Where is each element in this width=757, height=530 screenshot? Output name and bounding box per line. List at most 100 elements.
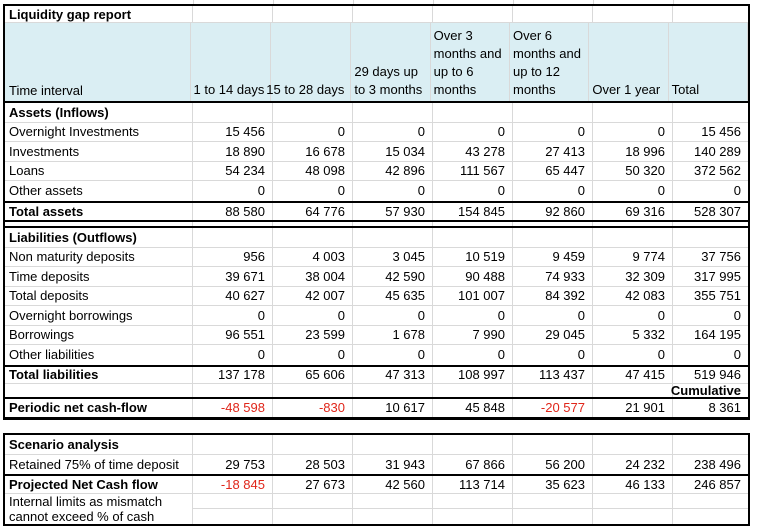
other-liabilities-value-2[interactable]: 0 [273, 345, 353, 365]
other-assets-value-1[interactable]: 0 [193, 181, 273, 201]
total-liabilities-value-3[interactable]: 47 313 [353, 366, 433, 384]
liabilities-section-value-4[interactable] [433, 228, 513, 248]
cell[interactable] [593, 6, 673, 23]
borrowings-label[interactable]: Borrowings [5, 325, 193, 345]
total-assets-value-5[interactable]: 92 860 [513, 202, 593, 220]
col-over-3-to-6-months[interactable]: Over 3 months and up to 6 months [431, 23, 510, 101]
overnight-borrowings-value-4[interactable]: 0 [433, 306, 513, 326]
investments-value-2[interactable]: 16 678 [273, 142, 353, 162]
time-deposits-value-3[interactable]: 42 590 [353, 267, 433, 287]
other-liabilities-value-4[interactable]: 0 [433, 345, 513, 365]
section-spacer-value-2[interactable] [273, 222, 353, 226]
total-deposits-value-5[interactable]: 84 392 [513, 286, 593, 306]
internal-limits-line-1-value-7[interactable] [673, 494, 748, 509]
retained-time-deposit-value-7[interactable]: 238 496 [694, 456, 741, 472]
cell[interactable] [193, 6, 273, 23]
total-liabilities-value-1[interactable]: 137 178 [193, 366, 273, 384]
other-assets-label[interactable]: Other assets [5, 181, 193, 201]
loans-value-3[interactable]: 42 896 [353, 161, 433, 181]
time-deposits-value-2[interactable]: 38 004 [273, 267, 353, 287]
time-deposits-value-1[interactable]: 39 671 [193, 267, 273, 287]
assets-section-value-7[interactable] [673, 103, 748, 123]
overnight-borrowings-value-3[interactable]: 0 [353, 306, 433, 326]
section-spacer-value-1[interactable] [193, 222, 273, 226]
total-assets-value-3[interactable]: 57 930 [353, 202, 433, 220]
total-assets-value-2[interactable]: 64 776 [273, 202, 353, 220]
cumulative-label-row-value-7[interactable]: Cumulative [670, 383, 741, 398]
total-deposits-value-2[interactable]: 42 007 [273, 286, 353, 306]
other-assets-value-4[interactable]: 0 [433, 181, 513, 201]
scenario-section-value-1[interactable] [193, 435, 273, 455]
projected-net-cash-flow-value-1[interactable]: -18 845 [193, 476, 273, 494]
total-assets-value-1[interactable]: 88 580 [193, 202, 273, 220]
overnight-investments-value-5[interactable]: 0 [513, 122, 593, 142]
investments-value-6[interactable]: 18 996 [593, 142, 673, 162]
cell[interactable] [513, 6, 593, 23]
loans-value-6[interactable]: 50 320 [593, 161, 673, 181]
time-deposits-value-6[interactable]: 32 309 [593, 267, 673, 287]
internal-limits-line-1-value-5[interactable] [513, 493, 593, 509]
time-deposits-value-5[interactable]: 74 933 [513, 267, 593, 287]
internal-limits-line-1-value-2[interactable] [273, 493, 353, 509]
cell[interactable] [273, 6, 353, 23]
retained-time-deposit-value-2[interactable]: 28 503 [273, 454, 353, 474]
overnight-borrowings-value-1[interactable]: 0 [193, 306, 273, 326]
overnight-borrowings-value-7[interactable]: 0 [673, 306, 748, 326]
total-deposits-value-4[interactable]: 101 007 [433, 286, 513, 306]
section-spacer-value-6[interactable] [593, 222, 673, 226]
internal-limits-line-1-label[interactable]: Internal limits as mismatch [5, 493, 193, 509]
cumulative-label-row-value-5[interactable] [513, 384, 593, 397]
periodic-net-cash-flow-value-5[interactable]: -20 577 [513, 399, 593, 417]
cumulative-label-row-value-6[interactable] [593, 384, 673, 397]
scenario-section-value-5[interactable] [513, 435, 593, 455]
cell[interactable] [673, 6, 748, 23]
col-29-days-to-3-months[interactable]: 29 days up to 3 months [351, 23, 431, 101]
scenario-section-value-4[interactable] [433, 435, 513, 455]
scenario-section-value-3[interactable] [353, 435, 433, 455]
col-15-to-28-days[interactable]: 15 to 28 days [266, 23, 352, 101]
loans-label[interactable]: Loans [5, 161, 193, 181]
liabilities-section-value-5[interactable] [513, 228, 593, 248]
total-assets-value-4[interactable]: 154 845 [433, 202, 513, 220]
other-liabilities-value-7[interactable]: 0 [733, 347, 741, 363]
loans-value-5[interactable]: 65 447 [513, 161, 593, 181]
assets-section-value-2[interactable] [273, 103, 353, 123]
non-maturity-deposits-value-6[interactable]: 9 774 [593, 247, 673, 267]
periodic-net-cash-flow-value-2[interactable]: -830 [273, 399, 353, 417]
retained-time-deposit-value-1[interactable]: 29 753 [193, 454, 273, 474]
non-maturity-deposits-value-5[interactable]: 9 459 [513, 247, 593, 267]
projected-net-cash-flow-label[interactable]: Projected Net Cash flow [5, 476, 193, 494]
total-liabilities-value-2[interactable]: 65 606 [273, 366, 353, 384]
assets-section-value-6[interactable] [593, 103, 673, 123]
assets-section-value-1[interactable] [193, 103, 273, 123]
total-deposits-label[interactable]: Total deposits [5, 286, 193, 306]
overnight-investments-value-7[interactable]: 15 456 [673, 123, 748, 142]
projected-net-cash-flow-value-7[interactable]: 246 857 [673, 476, 748, 494]
assets-section-value-3[interactable] [353, 103, 433, 123]
investments-value-7[interactable]: 140 289 [673, 142, 748, 162]
other-assets-value-5[interactable]: 0 [513, 181, 593, 201]
other-assets-value-2[interactable]: 0 [273, 181, 353, 201]
periodic-net-cash-flow-value-1[interactable]: -48 598 [193, 399, 273, 417]
other-liabilities-value-1[interactable]: 0 [193, 345, 273, 365]
total-deposits-value-3[interactable]: 45 635 [353, 286, 433, 306]
section-spacer-value-3[interactable] [353, 222, 433, 226]
projected-net-cash-flow-value-2[interactable]: 27 673 [273, 476, 353, 494]
internal-limits-line-1-value-6[interactable] [593, 493, 673, 509]
cumulative-label-row-value-1[interactable] [193, 384, 273, 397]
borrowings-value-2[interactable]: 23 599 [273, 325, 353, 345]
investments-value-4[interactable]: 43 278 [433, 142, 513, 162]
total-assets-label[interactable]: Total assets [5, 202, 193, 220]
retained-time-deposit-label[interactable]: Retained 75% of time deposit [5, 454, 193, 474]
assets-section-value-5[interactable] [513, 103, 593, 123]
cell[interactable] [353, 6, 433, 23]
periodic-net-cash-flow-value-7[interactable]: 8 361 [708, 400, 741, 416]
internal-limits-line-2-value-3[interactable] [353, 508, 433, 524]
internal-limits-line-1-value-1[interactable] [193, 493, 273, 509]
internal-limits-line-2-value-6[interactable] [593, 508, 673, 524]
liabilities-section-value-6[interactable] [593, 228, 673, 248]
total-liabilities-value-4[interactable]: 108 997 [433, 366, 513, 384]
other-assets-value-3[interactable]: 0 [353, 181, 433, 201]
other-liabilities-value-3[interactable]: 0 [353, 345, 433, 365]
section-spacer-value-7[interactable] [673, 222, 748, 226]
